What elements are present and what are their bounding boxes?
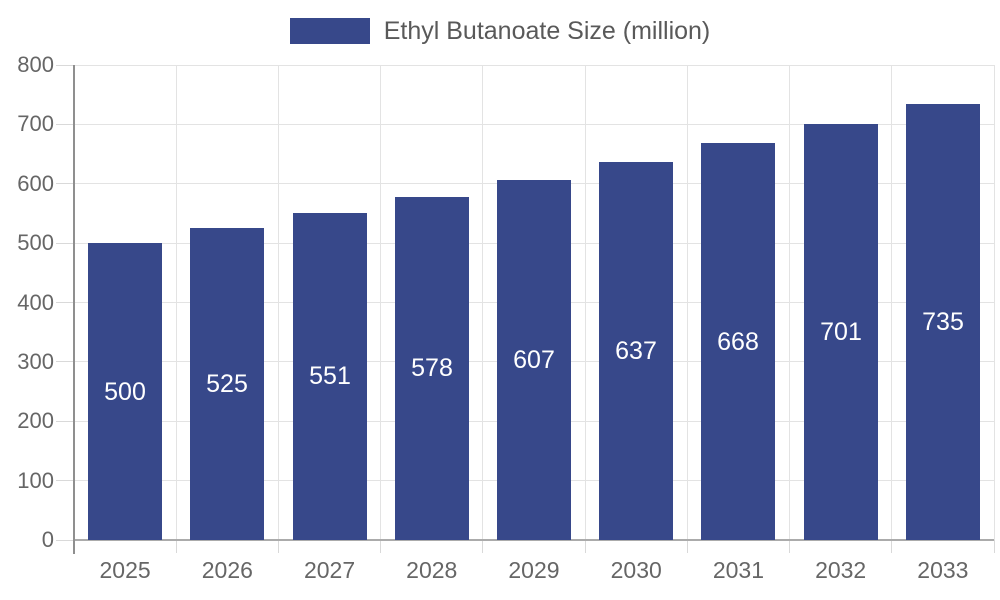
gridline-vertical <box>175 65 177 540</box>
x-tick-mark <box>277 540 279 553</box>
bar-2026: 525 <box>190 228 264 540</box>
bar-2027: 551 <box>293 212 367 540</box>
x-tick-label: 2025 <box>99 557 151 583</box>
gridline-vertical <box>686 65 688 540</box>
y-tick-mark <box>56 242 74 244</box>
x-tick-mark <box>789 540 791 553</box>
bar-value-label: 735 <box>922 307 964 336</box>
bar-value-label: 500 <box>104 377 146 406</box>
x-tick-mark <box>482 540 484 553</box>
y-tick-label: 500 <box>17 230 54 256</box>
x-tick-label: 2033 <box>917 557 969 583</box>
y-axis-line <box>73 65 75 554</box>
bar-2030: 637 <box>599 161 673 540</box>
x-tick-label: 2027 <box>303 557 356 583</box>
x-tick-label: 2026 <box>201 557 253 583</box>
y-tick-label: 200 <box>17 408 54 434</box>
x-tick-mark <box>584 540 586 553</box>
y-tick-label: 100 <box>17 467 54 493</box>
x-tick-label: 2030 <box>610 557 662 583</box>
gridline-vertical <box>891 65 893 540</box>
legend-item[interactable]: Ethyl Butanoate Size (million) <box>289 16 711 46</box>
bar-2031: 668 <box>701 143 775 540</box>
bar-value-label: 578 <box>411 354 453 383</box>
x-tick-mark <box>380 540 382 553</box>
gridline-vertical <box>993 65 995 540</box>
y-tick-mark <box>56 361 74 363</box>
gridline-vertical <box>584 65 586 540</box>
legend-label: Ethyl Butanoate Size (million) <box>383 17 711 45</box>
y-tick-mark <box>56 302 74 303</box>
y-tick-label: 600 <box>17 170 54 196</box>
bar-value-label: 668 <box>717 327 759 356</box>
bar-2029: 607 <box>497 179 571 540</box>
y-tick-mark <box>56 183 74 185</box>
gridline-vertical <box>380 65 382 540</box>
x-tick-mark <box>175 540 177 553</box>
bar-2028: 578 <box>395 196 469 540</box>
y-tick-label: 300 <box>17 348 54 374</box>
bar-value-label: 607 <box>513 345 555 374</box>
x-tick-mark <box>993 540 995 553</box>
gridline-vertical <box>789 65 791 540</box>
bar-2025: 500 <box>88 243 162 540</box>
gridline-horizontal <box>74 64 994 66</box>
x-tick-label: 2029 <box>508 557 560 583</box>
legend-swatch-icon <box>289 18 370 44</box>
x-tick-label: 2028 <box>406 557 458 583</box>
bar-value-label: 701 <box>820 317 862 346</box>
bar-2033: 735 <box>906 103 980 540</box>
x-tick-label: 2032 <box>815 557 867 583</box>
y-tick-mark <box>56 539 74 541</box>
y-tick-label: 700 <box>17 111 54 137</box>
gridline-horizontal <box>74 123 994 125</box>
legend: Ethyl Butanoate Size (million) <box>0 16 1000 46</box>
y-tick-mark <box>56 123 74 125</box>
y-tick-mark <box>56 420 74 422</box>
gridline-vertical <box>277 65 279 540</box>
gridline-vertical <box>482 65 484 540</box>
x-tick-mark <box>891 540 893 553</box>
bar-2032: 701 <box>804 123 878 540</box>
bar-value-label: 525 <box>206 370 248 399</box>
bar-value-label: 551 <box>309 362 351 391</box>
bar-value-label: 637 <box>615 336 657 365</box>
x-tick-mark <box>686 540 688 553</box>
y-tick-mark <box>56 64 74 66</box>
x-axis-line <box>74 539 994 541</box>
y-tick-mark <box>56 480 74 482</box>
y-tick-label: 0 <box>41 527 54 552</box>
x-tick-label: 2031 <box>712 557 765 583</box>
y-tick-label: 400 <box>17 289 54 315</box>
y-tick-label: 800 <box>17 52 54 77</box>
